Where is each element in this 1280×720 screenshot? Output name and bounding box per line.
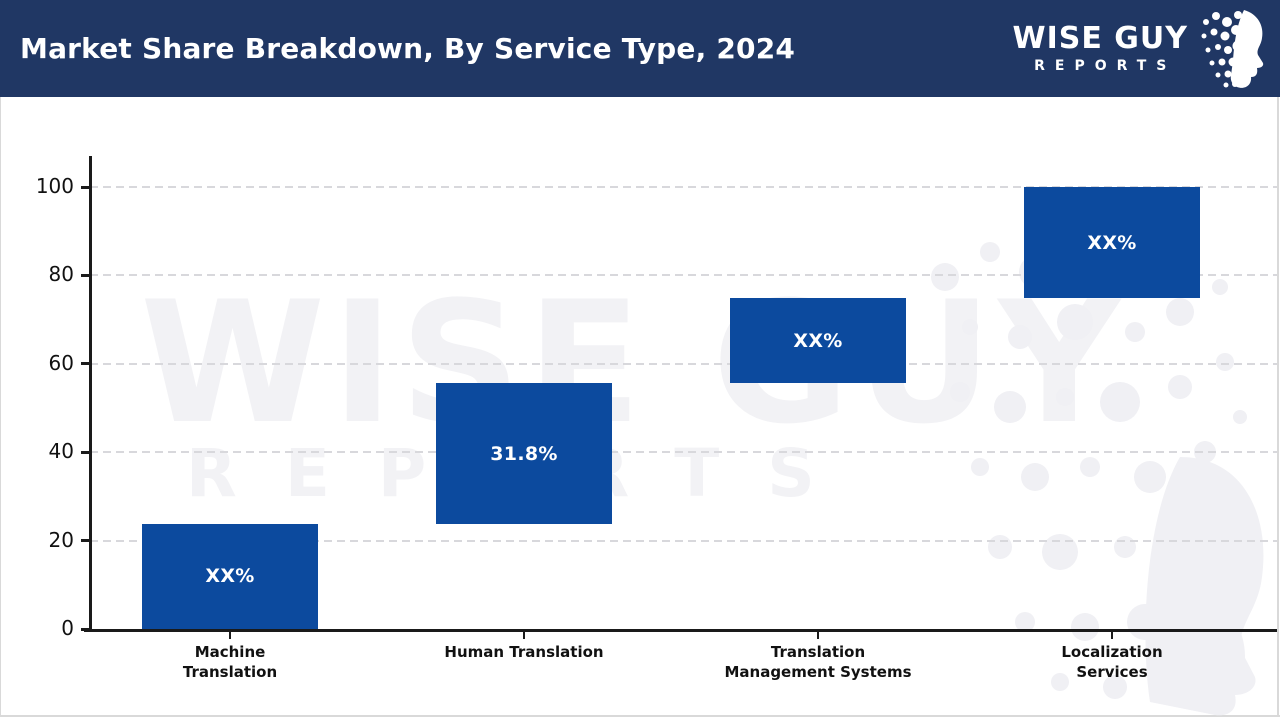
y-tick-label-0: 0 (61, 616, 74, 640)
gridline-20 (90, 539, 1277, 542)
y-tick-label-40: 40 (48, 439, 74, 464)
x-tick-1 (229, 631, 231, 639)
y-tick-80 (81, 273, 90, 277)
x-tick-3 (817, 631, 819, 639)
gridline-60 (90, 362, 1277, 365)
wiseguy-logo: WISE GUY REPORTS (1012, 6, 1266, 92)
header: Market Share Breakdown, By Service Type,… (0, 0, 1280, 97)
y-tick-label-100: 100 (35, 174, 74, 198)
y-tick-40 (81, 450, 90, 454)
bar-value-label: XX% (1087, 231, 1137, 254)
y-tick-60 (81, 362, 90, 366)
wiseguy-face-icon (1201, 9, 1264, 88)
bar-value-label: XX% (793, 329, 843, 352)
y-tick-100 (81, 185, 90, 189)
page-title: Market Share Breakdown, By Service Type,… (20, 32, 796, 65)
y-tick-label-60: 60 (48, 350, 74, 375)
y-tick-label-20: 20 (48, 527, 74, 552)
logo-text-block: WISE GUY REPORTS (1012, 23, 1188, 74)
bar-machine-translation: XX% (142, 523, 318, 629)
x-category-label-1: Machine Translation (182, 643, 278, 682)
x-tick-2 (523, 631, 525, 639)
bar-human-translation: 31.8% (436, 383, 612, 524)
x-category-label-2: Human Translation (444, 643, 604, 661)
gridline-100 (90, 186, 1277, 188)
bar-value-label: XX% (205, 565, 255, 588)
bar-translation-management-systems: XX% (730, 298, 906, 384)
bar-localization-services: XX% (1024, 187, 1200, 299)
x-axis (84, 629, 1277, 632)
y-axis (89, 156, 92, 631)
x-category-label-3: Translation Management Systems (724, 643, 912, 682)
logo-reports-text: REPORTS (1034, 57, 1177, 74)
y-tick-20 (81, 539, 90, 543)
bar-value-label: 31.8% (490, 442, 558, 465)
y-tick-label-80: 80 (48, 262, 74, 287)
frame-border-bottom (0, 715, 1280, 717)
frame-border-right (1277, 97, 1279, 717)
logo-name-text: WISE GUY (1012, 21, 1188, 57)
gridline-40 (90, 451, 1277, 454)
frame-border-left (0, 97, 1, 717)
x-tick-4 (1111, 631, 1113, 639)
gridline-80 (90, 274, 1277, 277)
x-category-label-4: Localization Services (1061, 643, 1163, 682)
